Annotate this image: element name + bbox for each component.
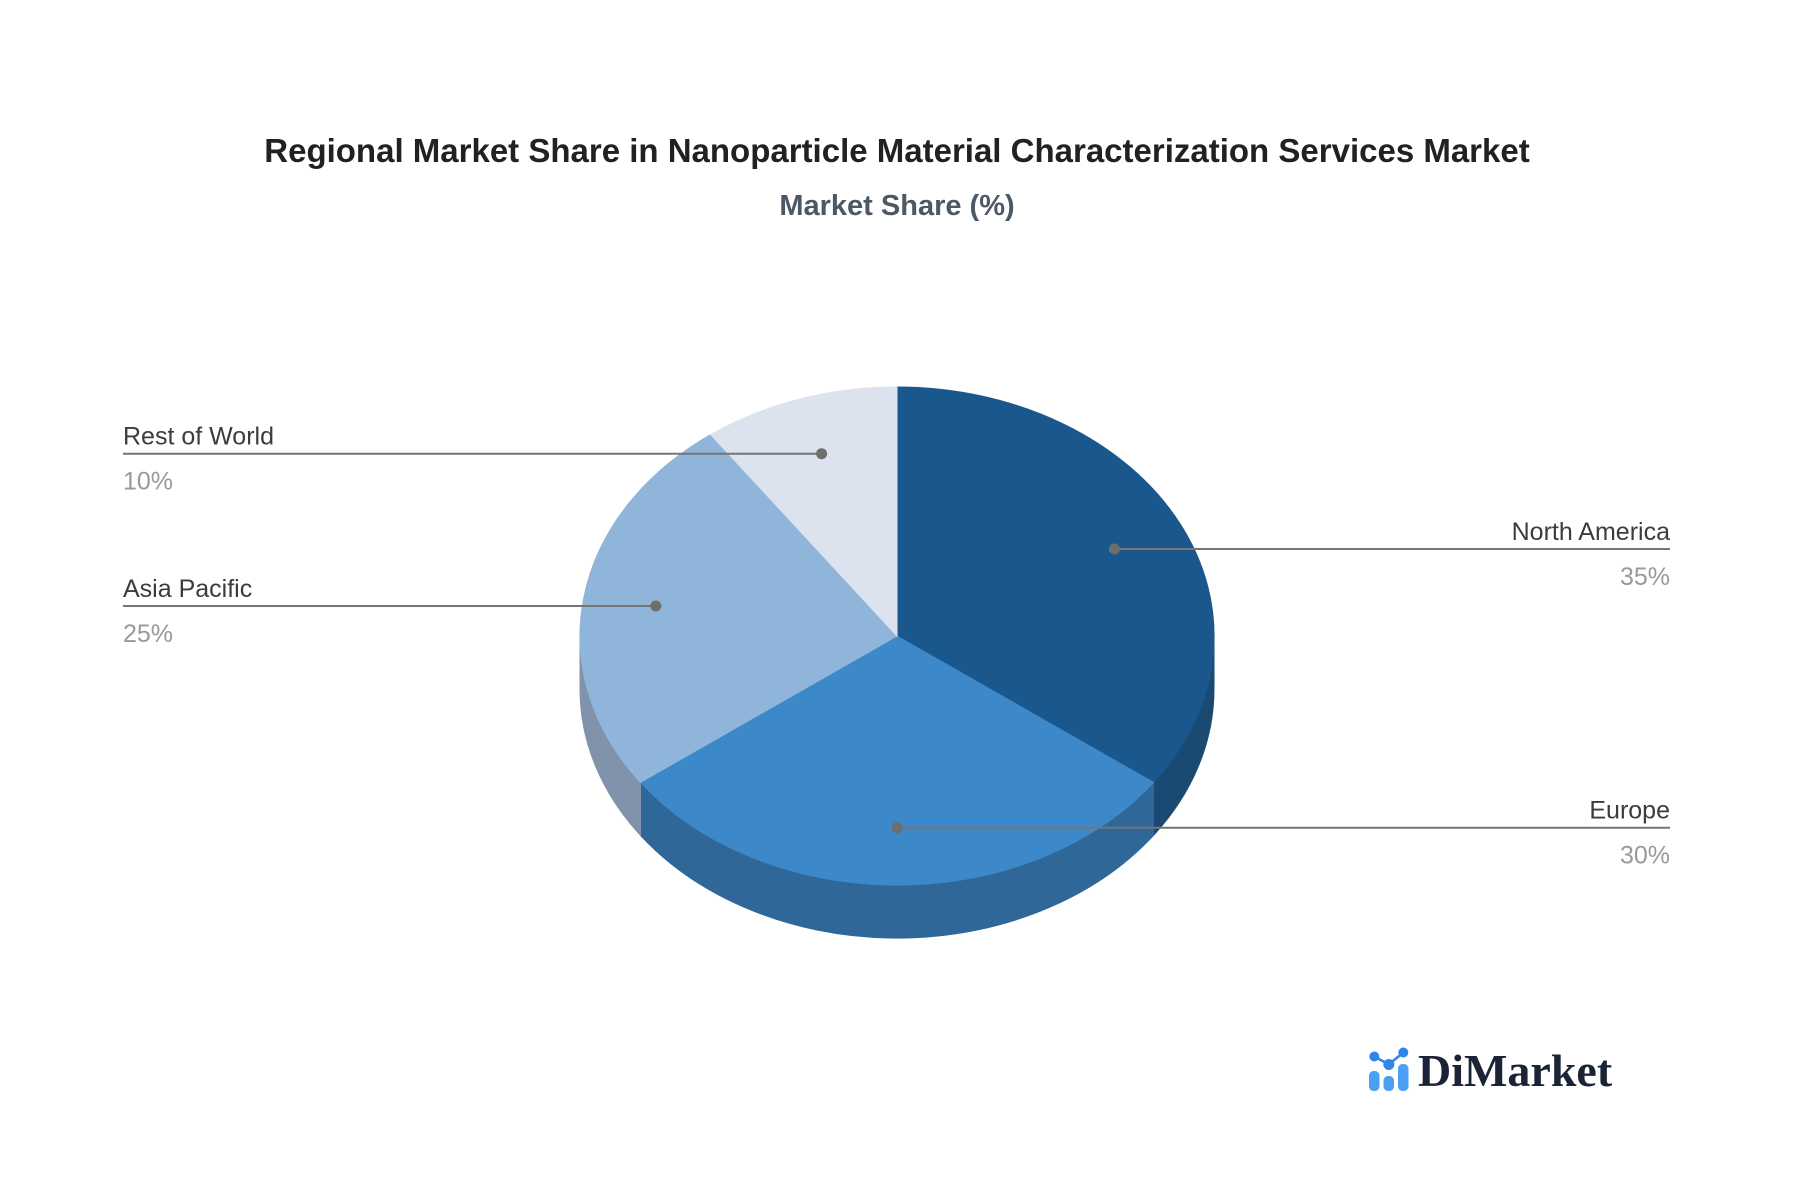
slice-value-north-america: 35% [1620,563,1670,591]
leader-dot-europe [891,822,903,834]
leader-dot-rest-of-world [816,448,828,460]
pie-chart [579,386,1215,886]
slice-label-europe: Europe [1589,797,1670,825]
bar-chart-icon [1369,1047,1409,1091]
slice-value-rest-of-world: 10% [123,468,173,496]
leader-dot-north-america [1109,543,1120,555]
slice-value-europe: 30% [1620,842,1670,870]
pie-slice-north-america[interactable] [896,386,1215,784]
logo-text: DiMarket [1418,1045,1613,1096]
slice-label-north-america: North America [1512,518,1670,546]
pie-slice-rest-of-world[interactable] [709,386,898,638]
chart-title: Regional Market Share in Nanoparticle Ma… [264,132,1529,169]
slice-label-rest-of-world: Rest of World [123,423,274,451]
slice-label-asia-pacific: Asia Pacific [123,575,252,603]
pie-labels: North America 35% Europe 30% Asia Pacific 25%… [123,423,1670,870]
pie-slice-asia-pacific[interactable] [579,433,898,784]
dimarket-logo: DiMarket [1369,1045,1613,1096]
slice-value-asia-pacific: 25% [123,620,173,648]
leader-dot-asia-pacific [650,600,662,612]
chart-subtitle: Market Share (%) [779,190,1014,222]
